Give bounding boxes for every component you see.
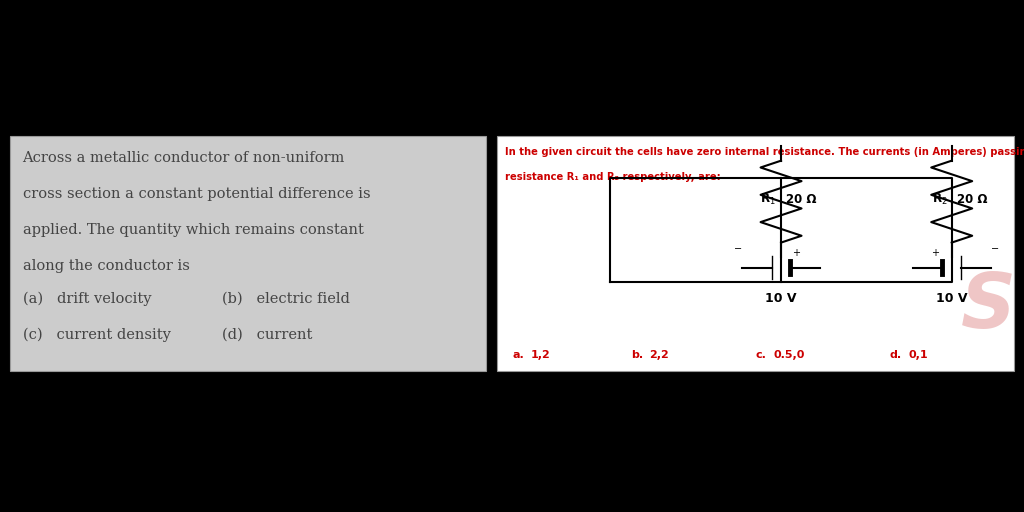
Text: 10 V: 10 V (936, 292, 968, 305)
Text: 2,2: 2,2 (649, 350, 670, 360)
Text: +: + (931, 248, 939, 259)
Text: Across a metallic conductor of non-uniform: Across a metallic conductor of non-unifo… (23, 151, 345, 165)
Text: cross section a constant potential difference is: cross section a constant potential diffe… (23, 187, 370, 201)
Text: a.: a. (512, 350, 524, 360)
FancyBboxPatch shape (497, 136, 1014, 371)
Text: 0,1: 0,1 (908, 350, 928, 360)
Text: applied. The quantity which remains constant: applied. The quantity which remains cons… (23, 223, 364, 237)
Text: R$_2$: R$_2$ (932, 191, 947, 207)
Text: c.: c. (756, 350, 766, 360)
Text: +: + (793, 248, 801, 259)
Text: In the given circuit the cells have zero internal resistance. The currents (in A: In the given circuit the cells have zero… (505, 147, 1024, 157)
Text: 0.5,0: 0.5,0 (774, 350, 805, 360)
Text: along the conductor is: along the conductor is (23, 259, 189, 272)
Text: b.: b. (631, 350, 643, 360)
FancyBboxPatch shape (10, 136, 486, 371)
Text: 20 Ω: 20 Ω (786, 193, 817, 205)
Text: −: − (990, 244, 998, 254)
Text: (c)   current density: (c) current density (23, 328, 170, 342)
Text: (b)   electric field: (b) electric field (222, 292, 350, 306)
Text: −: − (734, 244, 742, 254)
Text: 20 Ω: 20 Ω (956, 193, 987, 205)
Text: 1,2: 1,2 (530, 350, 550, 360)
Text: resistance R₁ and R₂ respectively, are:: resistance R₁ and R₂ respectively, are: (505, 172, 721, 182)
Text: d.: d. (890, 350, 902, 360)
Text: 10 V: 10 V (765, 292, 797, 305)
Text: R$_1$: R$_1$ (760, 191, 776, 207)
Text: S: S (961, 270, 1016, 344)
Text: (a)   drift velocity: (a) drift velocity (23, 292, 151, 306)
Text: (d)   current: (d) current (222, 328, 312, 342)
